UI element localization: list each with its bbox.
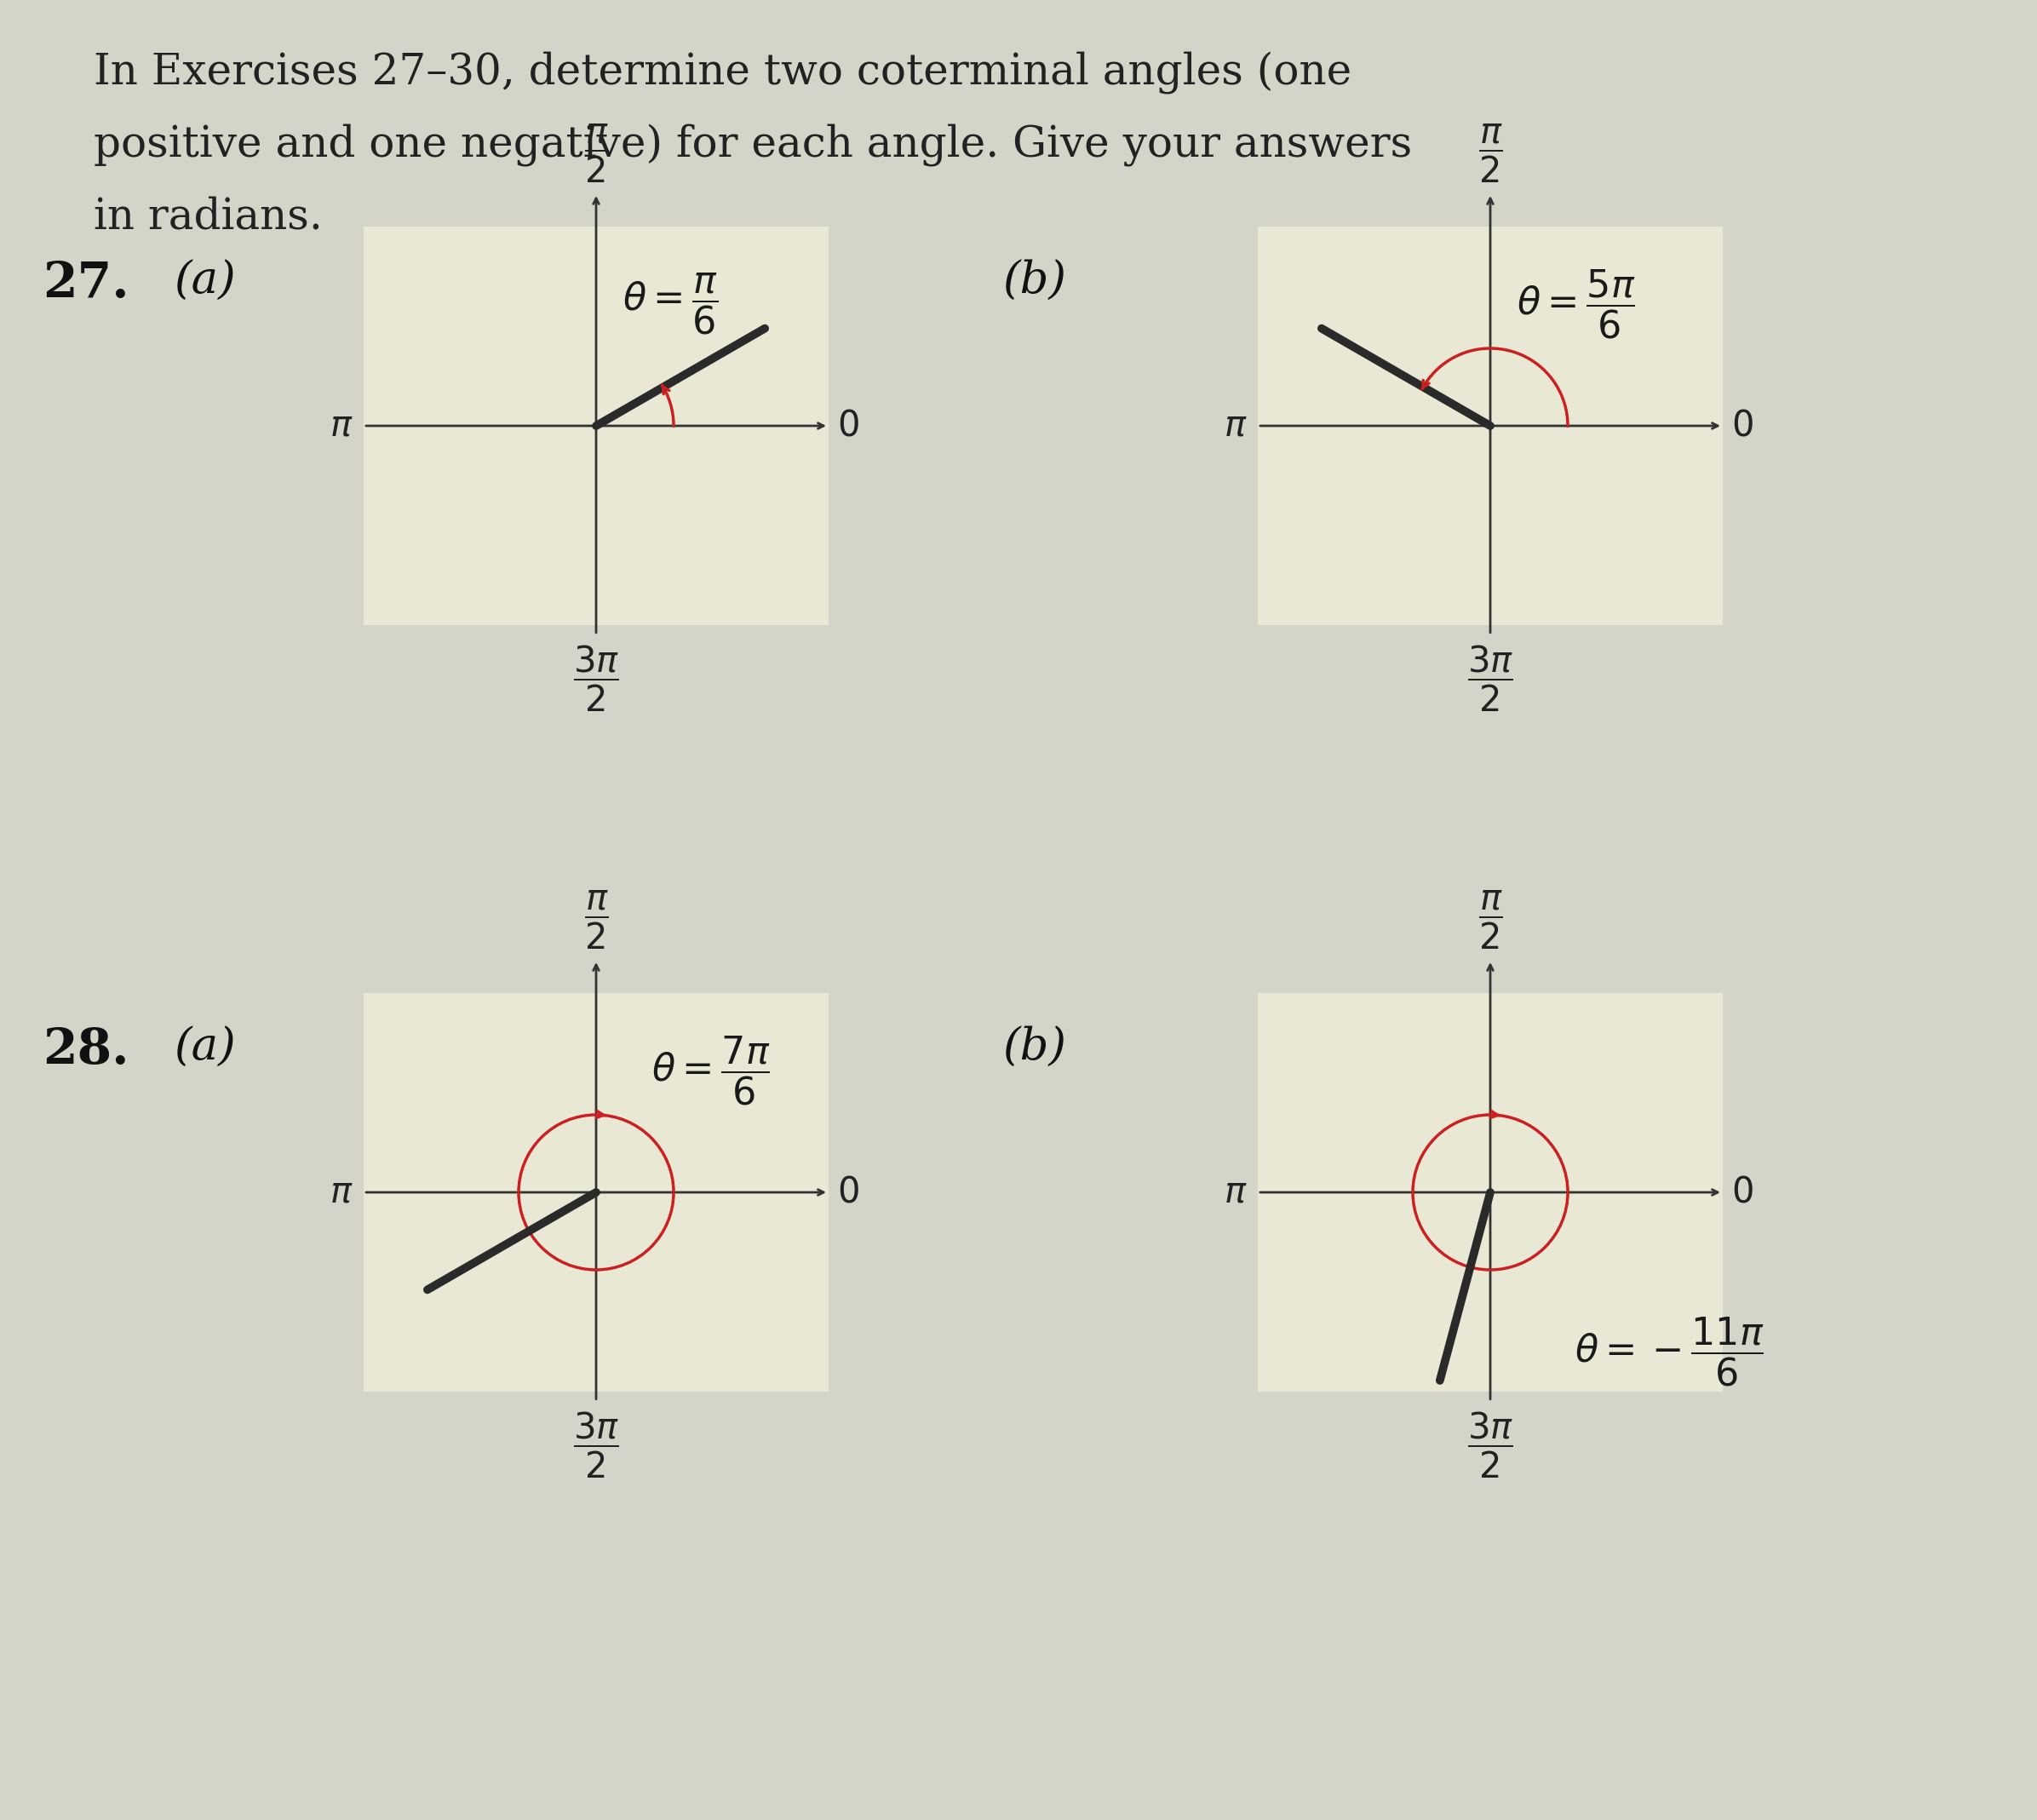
Text: (b): (b) bbox=[1002, 260, 1067, 304]
Text: (a): (a) bbox=[175, 1026, 236, 1070]
Text: 27.: 27. bbox=[43, 260, 128, 308]
Text: $\theta = \dfrac{7π}{6}$: $\theta = \dfrac{7π}{6}$ bbox=[652, 1034, 770, 1107]
Text: $0$: $0$ bbox=[837, 1174, 860, 1210]
Text: $\dfrac{\pi}{2}$: $\dfrac{\pi}{2}$ bbox=[585, 890, 609, 952]
FancyBboxPatch shape bbox=[1257, 226, 1723, 624]
Text: $\pi$: $\pi$ bbox=[330, 408, 352, 444]
Text: (a): (a) bbox=[175, 260, 236, 304]
Text: $\theta = \dfrac{π}{6}$: $\theta = \dfrac{π}{6}$ bbox=[623, 271, 719, 337]
Text: $\dfrac{3\pi}{2}$: $\dfrac{3\pi}{2}$ bbox=[572, 644, 619, 713]
Text: $0$: $0$ bbox=[1731, 1174, 1754, 1210]
FancyBboxPatch shape bbox=[365, 226, 829, 624]
Text: in radians.: in radians. bbox=[94, 197, 322, 238]
Text: $0$: $0$ bbox=[1731, 408, 1754, 444]
Text: 28.: 28. bbox=[43, 1026, 128, 1074]
Text: $\pi$: $\pi$ bbox=[1224, 408, 1247, 444]
Text: $\dfrac{3\pi}{2}$: $\dfrac{3\pi}{2}$ bbox=[572, 1410, 619, 1480]
Text: $\pi$: $\pi$ bbox=[330, 1174, 352, 1210]
Text: $\dfrac{3\pi}{2}$: $\dfrac{3\pi}{2}$ bbox=[1467, 1410, 1513, 1480]
Text: $\theta = -\dfrac{11π}{6}$: $\theta = -\dfrac{11π}{6}$ bbox=[1575, 1316, 1764, 1389]
Text: $\dfrac{\pi}{2}$: $\dfrac{\pi}{2}$ bbox=[585, 122, 609, 186]
FancyBboxPatch shape bbox=[365, 994, 829, 1392]
Text: $\dfrac{3\pi}{2}$: $\dfrac{3\pi}{2}$ bbox=[1467, 644, 1513, 713]
Text: (b): (b) bbox=[1002, 1026, 1067, 1070]
FancyBboxPatch shape bbox=[1257, 994, 1723, 1392]
Text: $0$: $0$ bbox=[837, 408, 860, 444]
Text: $\dfrac{\pi}{2}$: $\dfrac{\pi}{2}$ bbox=[1479, 890, 1503, 952]
Text: In Exercises 27–30, determine two coterminal angles (one: In Exercises 27–30, determine two coterm… bbox=[94, 51, 1353, 93]
Text: positive and one negative) for each angle. Give your answers: positive and one negative) for each angl… bbox=[94, 124, 1412, 166]
Text: $\pi$: $\pi$ bbox=[1224, 1174, 1247, 1210]
Text: $\theta = \dfrac{5π}{6}$: $\theta = \dfrac{5π}{6}$ bbox=[1518, 268, 1636, 340]
Text: $\dfrac{\pi}{2}$: $\dfrac{\pi}{2}$ bbox=[1479, 122, 1503, 186]
